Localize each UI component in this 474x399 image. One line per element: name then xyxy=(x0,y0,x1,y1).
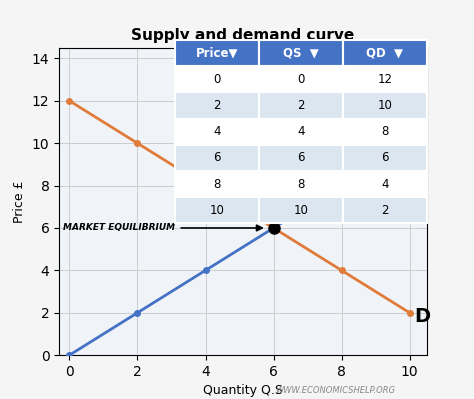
Text: D: D xyxy=(415,308,431,326)
Text: MARKET EQUILIBRIUM: MARKET EQUILIBRIUM xyxy=(63,223,175,233)
Text: WWW.ECONOMICSHELP.ORG: WWW.ECONOMICSHELP.ORG xyxy=(275,386,395,395)
X-axis label: Quantity Q.S: Quantity Q.S xyxy=(203,384,283,397)
Text: S: S xyxy=(415,130,428,148)
Y-axis label: Price £: Price £ xyxy=(13,180,27,223)
Title: Supply and demand curve: Supply and demand curve xyxy=(131,28,355,43)
